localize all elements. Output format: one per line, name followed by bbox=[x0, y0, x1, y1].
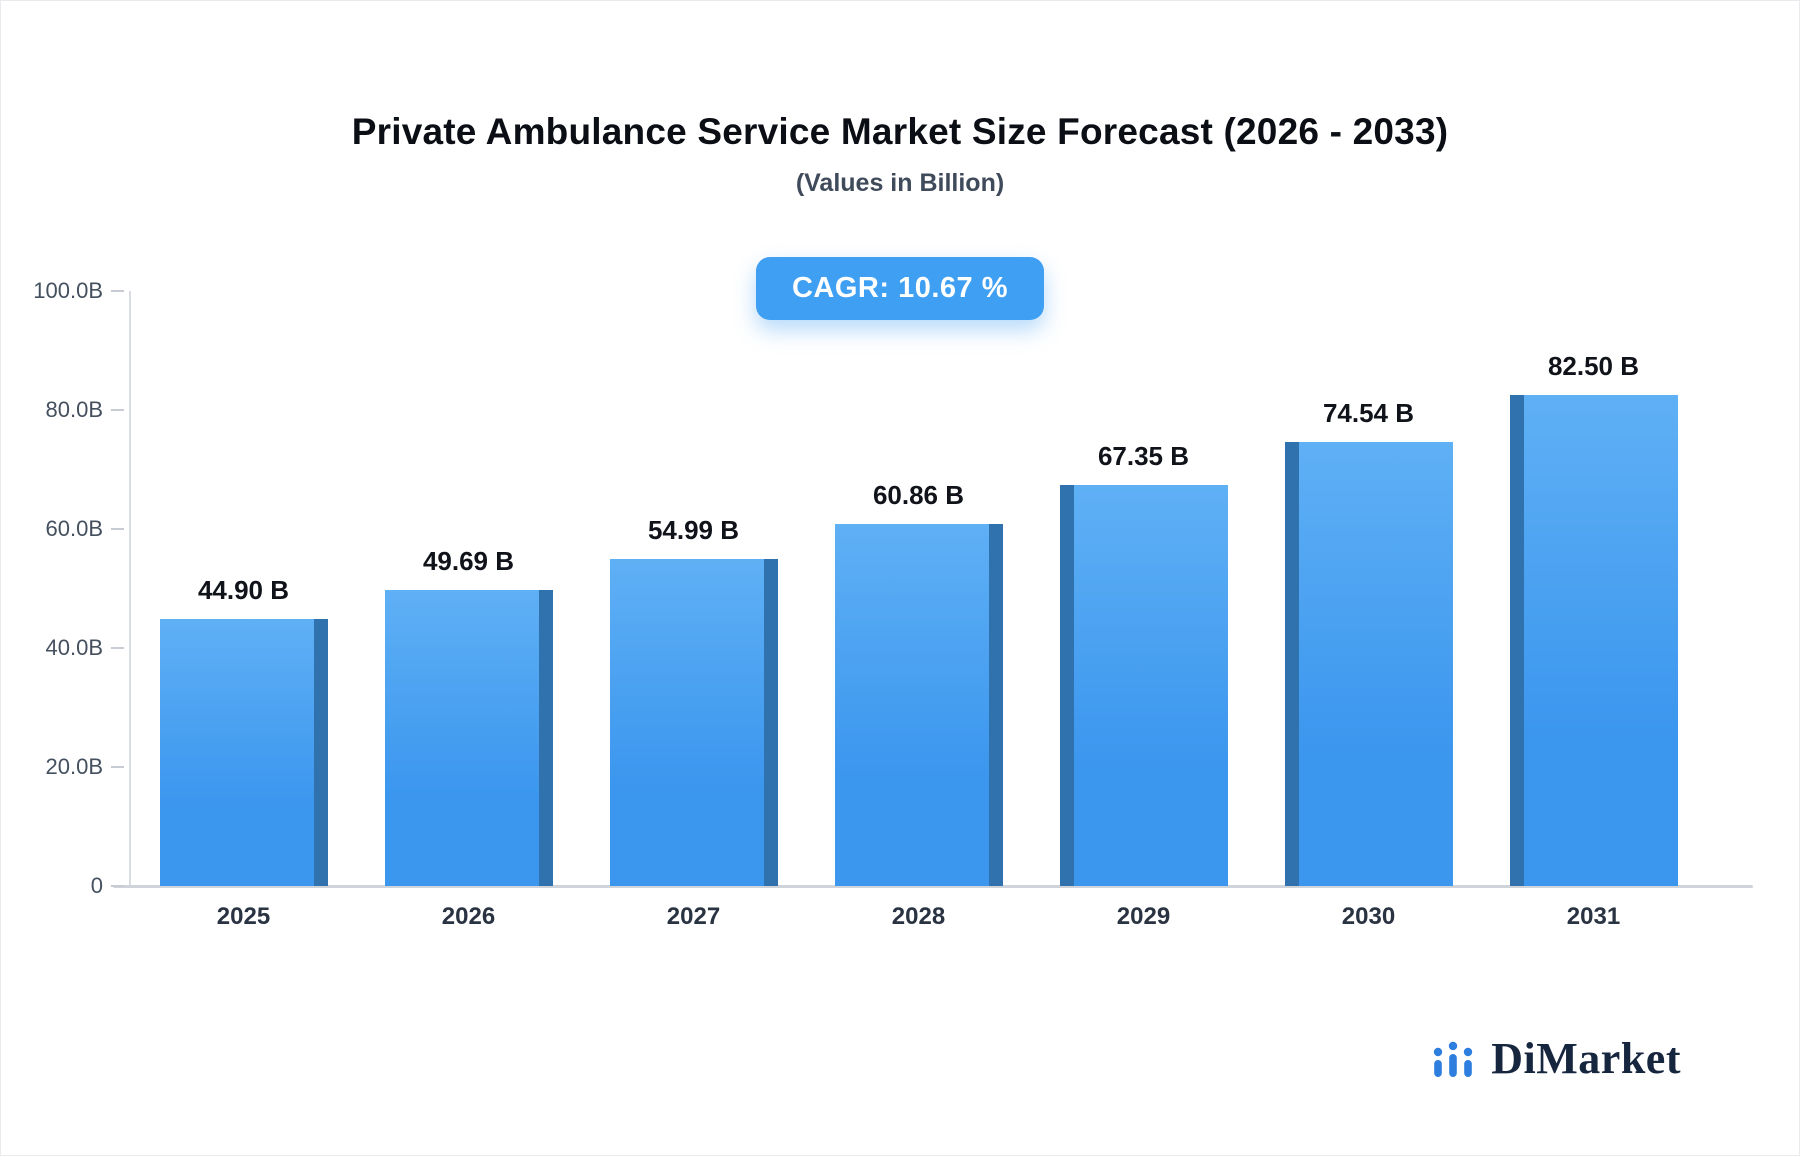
bar-value-label: 82.50 B bbox=[1547, 351, 1640, 382]
bar-3d-side bbox=[763, 558, 778, 886]
y-tick-mark bbox=[111, 528, 124, 530]
bar-2029 bbox=[1059, 485, 1228, 886]
x-tick-label: 2031 bbox=[1566, 903, 1621, 930]
bar-value-label: 49.69 B bbox=[422, 546, 515, 577]
bar-value-label: 44.90 B bbox=[197, 574, 290, 605]
y-tick-mark bbox=[111, 647, 124, 649]
x-tick-label: 2030 bbox=[1341, 903, 1396, 930]
bar-value-label: 54.99 B bbox=[647, 514, 740, 545]
cagr-badge: CAGR: 10.67 % bbox=[755, 257, 1045, 320]
y-tick-label: 20.0B bbox=[45, 754, 104, 779]
bar-face bbox=[609, 558, 764, 886]
x-tick-label: 2029 bbox=[1116, 903, 1171, 930]
y-tick-label: 40.0B bbox=[45, 635, 104, 660]
bar-2030 bbox=[1284, 442, 1453, 886]
y-tick-mark bbox=[111, 409, 124, 411]
y-tick-label: 100.0B bbox=[33, 278, 103, 303]
y-axis-line bbox=[129, 291, 131, 887]
bar-face bbox=[834, 523, 989, 886]
y-tick-mark bbox=[111, 766, 124, 768]
chart-title: Private Ambulance Service Market Size Fo… bbox=[351, 111, 1449, 152]
chart-subtitle: (Values in Billion) bbox=[795, 169, 1005, 197]
y-tick-label: 60.0B bbox=[45, 516, 104, 541]
bar-value-label: 60.86 B bbox=[872, 479, 965, 510]
bar-2028 bbox=[834, 523, 1003, 886]
y-tick-label: 0 bbox=[90, 873, 103, 898]
bar-2026 bbox=[384, 590, 553, 886]
x-tick-label: 2027 bbox=[666, 903, 721, 930]
bar-face bbox=[1523, 395, 1678, 886]
y-tick-mark bbox=[111, 290, 124, 292]
bar-3d-side bbox=[1509, 395, 1524, 886]
x-tick-label: 2028 bbox=[891, 903, 946, 930]
bar-value-label: 74.54 B bbox=[1322, 398, 1415, 429]
x-tick-label: 2025 bbox=[216, 903, 271, 930]
bar-3d-side bbox=[1284, 442, 1299, 886]
brand-logo: DiMarket bbox=[1429, 1033, 1681, 1084]
bar-2031 bbox=[1509, 395, 1678, 886]
bar-face bbox=[384, 590, 539, 886]
bar-2025 bbox=[159, 618, 328, 886]
x-tick-label: 2026 bbox=[441, 903, 496, 930]
bar-3d-side bbox=[538, 590, 553, 886]
bar-face bbox=[1298, 442, 1453, 886]
bar-chart-icon bbox=[1434, 1041, 1473, 1077]
x-axis-line bbox=[113, 885, 1753, 888]
bar-value-label: 67.35 B bbox=[1097, 441, 1190, 472]
y-tick-mark bbox=[111, 885, 124, 887]
bar-3d-side bbox=[313, 618, 328, 886]
brand-name: DiMarket bbox=[1491, 1034, 1681, 1083]
bar-3d-side bbox=[988, 523, 1003, 886]
y-tick-label: 80.0B bbox=[45, 397, 104, 422]
bar-2027 bbox=[609, 558, 778, 886]
bar-3d-side bbox=[1059, 485, 1074, 886]
bar-face bbox=[1073, 485, 1228, 886]
bar-face bbox=[159, 618, 314, 886]
